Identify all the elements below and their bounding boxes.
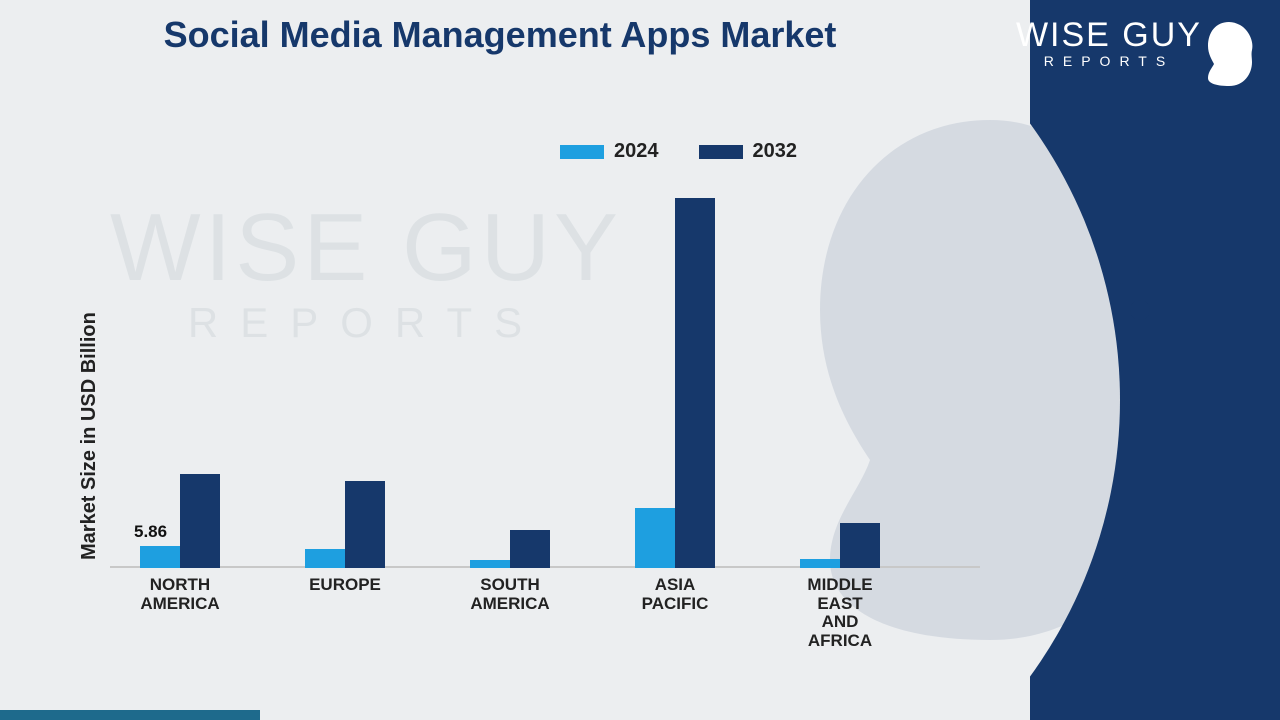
brand-name: WISE GUY [1016, 18, 1202, 52]
bar-2024 [470, 560, 510, 568]
brand-subtitle: REPORTS [1016, 54, 1202, 68]
category-label: ASIA PACIFIC [615, 576, 735, 613]
legend-label-2024: 2024 [614, 140, 659, 163]
legend-label-2032: 2032 [753, 140, 798, 163]
bar-group [470, 190, 550, 568]
bottom-accent-bar [0, 710, 260, 720]
legend-item-2024: 2024 [560, 140, 659, 163]
legend-swatch-2024 [560, 145, 604, 159]
bar-2032 [180, 474, 220, 569]
category-label: EUROPE [285, 576, 405, 595]
bar-2024 [140, 546, 180, 568]
category-label: SOUTH AMERICA [450, 576, 570, 613]
bar-group [305, 190, 385, 568]
chart-plot-area: 5.86 [110, 190, 980, 568]
category-labels: NORTH AMERICA EUROPE SOUTH AMERICA ASIA PAC… [110, 576, 980, 706]
bar-2024 [305, 549, 345, 568]
chart-title: Social Media Management Apps Market [60, 14, 940, 56]
bar-2032 [840, 523, 880, 568]
bar-group [800, 190, 880, 568]
value-label: 5.86 [134, 522, 167, 542]
brand-block: WISE GUY REPORTS [1016, 18, 1258, 68]
chart-canvas: WISE GUY REPORTS Social Media Management… [0, 0, 1280, 720]
category-label: MIDDLE EAST AND AFRICA [780, 576, 900, 651]
legend-swatch-2032 [699, 145, 743, 159]
bar-2032 [675, 198, 715, 568]
bar-2024 [635, 508, 675, 568]
bar-2032 [510, 530, 550, 568]
legend-item-2032: 2032 [699, 140, 798, 163]
category-label: NORTH AMERICA [120, 576, 240, 613]
bar-2032 [345, 481, 385, 568]
y-axis-label: Market Size in USD Billion [78, 312, 101, 560]
bar-group: 5.86 [140, 190, 220, 568]
bar-group [635, 190, 715, 568]
legend: 2024 2032 [560, 140, 797, 163]
bar-2024 [800, 559, 840, 568]
